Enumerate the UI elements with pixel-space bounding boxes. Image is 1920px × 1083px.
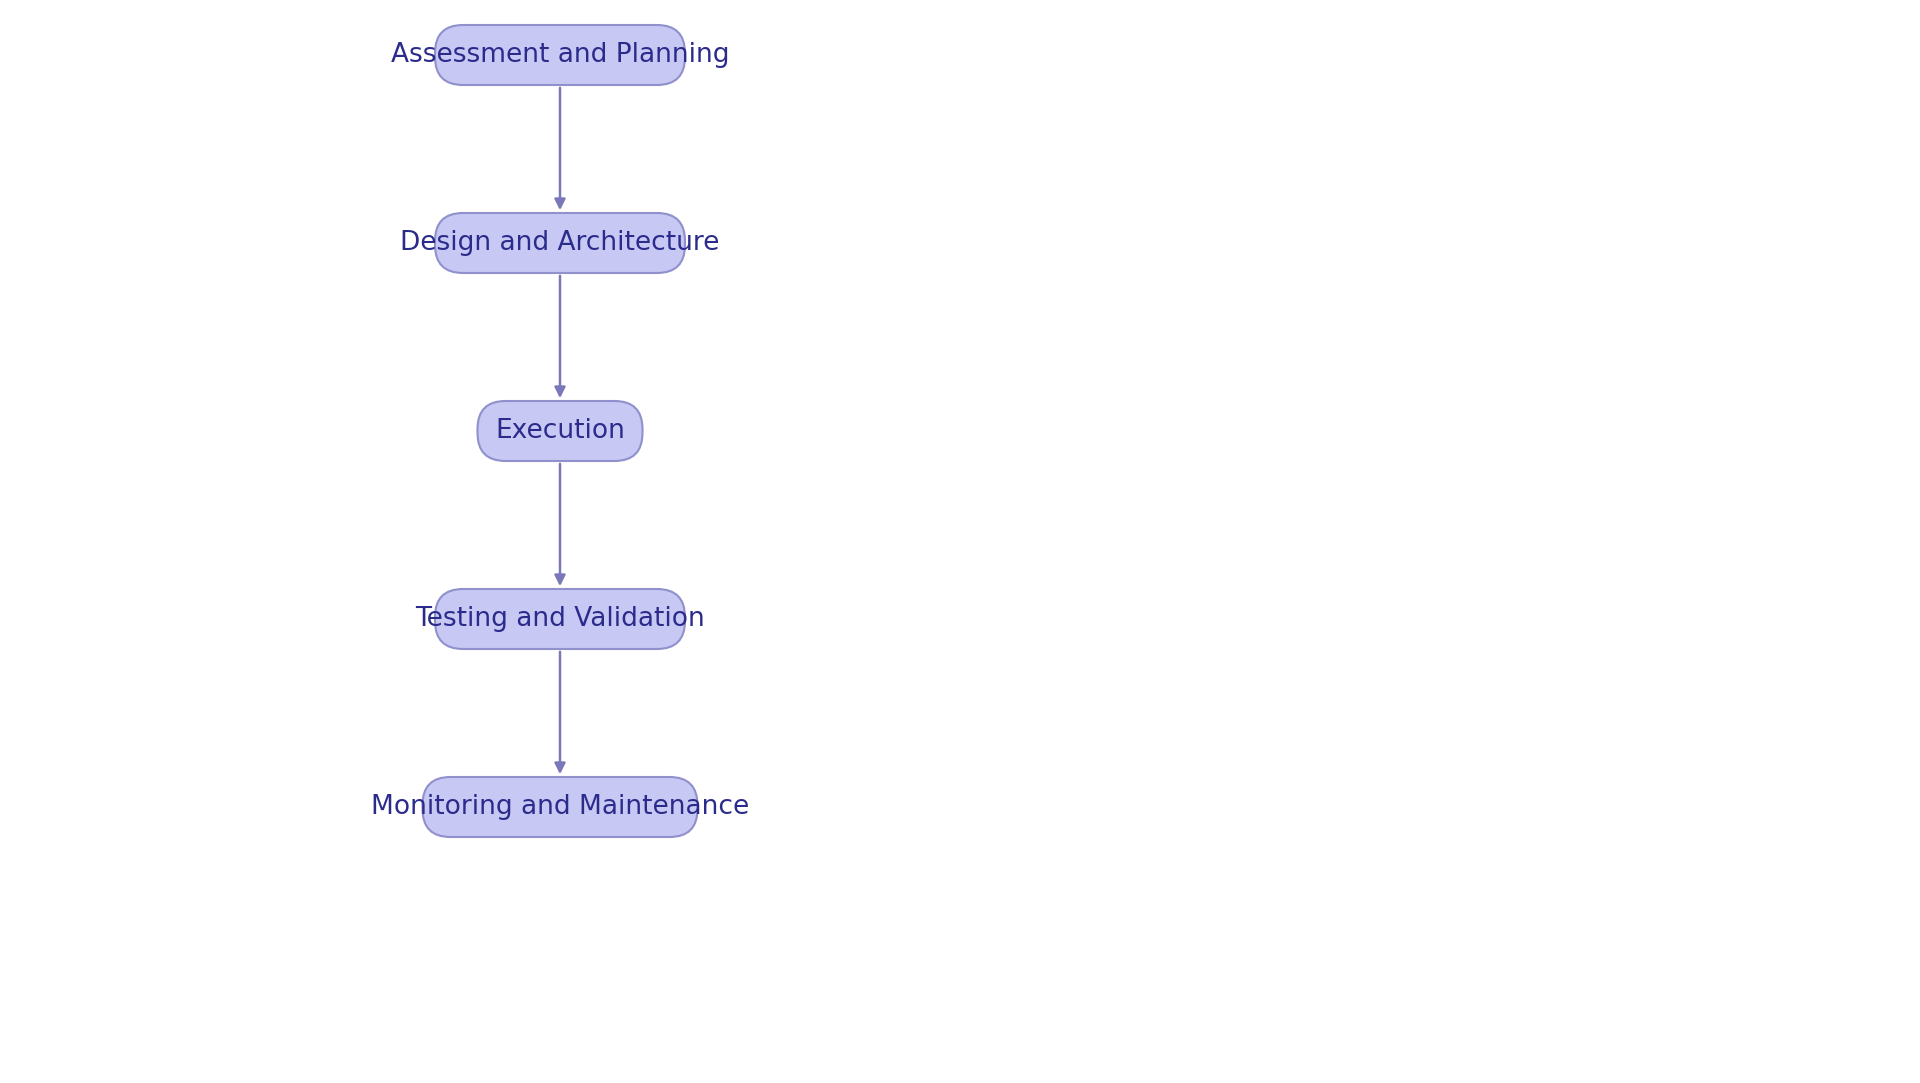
Text: Design and Architecture: Design and Architecture	[399, 230, 720, 256]
FancyBboxPatch shape	[436, 25, 685, 84]
FancyBboxPatch shape	[436, 589, 685, 649]
FancyBboxPatch shape	[436, 213, 685, 273]
Text: Assessment and Planning: Assessment and Planning	[392, 42, 730, 68]
FancyBboxPatch shape	[422, 777, 697, 837]
Text: Testing and Validation: Testing and Validation	[415, 606, 705, 632]
FancyBboxPatch shape	[478, 401, 643, 461]
Text: Execution: Execution	[495, 418, 624, 444]
Text: Monitoring and Maintenance: Monitoring and Maintenance	[371, 794, 749, 820]
